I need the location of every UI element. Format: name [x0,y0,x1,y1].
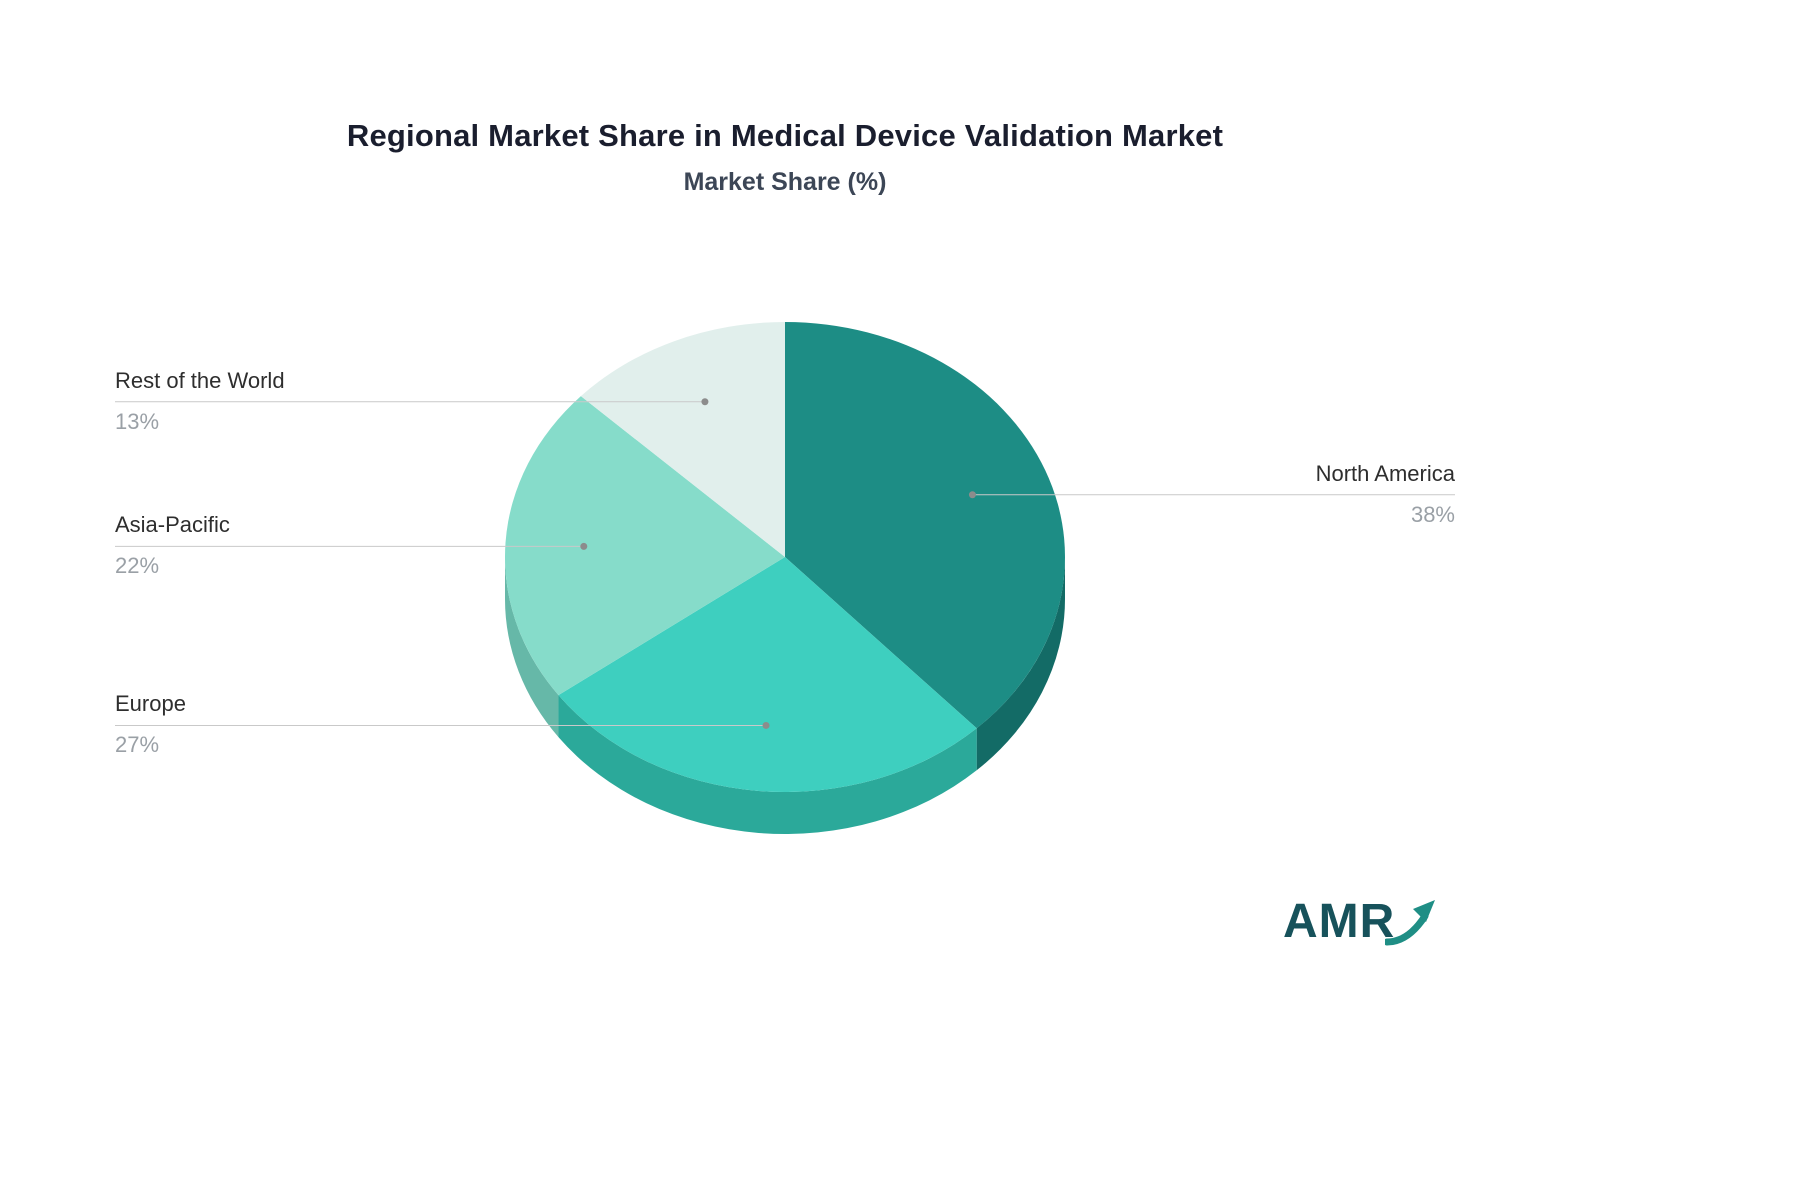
pie-slice-side-2 [505,557,559,738]
slice-value-europe: 27% [115,732,160,758]
pie-slice-3 [580,321,785,557]
callout-dot-2 [580,542,588,550]
callout-dot-1 [762,721,770,729]
pie-slice-1 [558,557,977,792]
slice-label-europe: Europe [115,691,186,717]
slice-value-rest-of-the-world: 13% [115,408,160,434]
callout-europe: Europe 27% [115,690,186,759]
pie-slice-side-0 [976,557,1065,771]
pie-slice-0 [785,322,1065,729]
amr-logo-text: AMR [1283,895,1396,948]
chart-title: Regional Market Share in Medical Device … [346,118,1224,153]
pie-slice-2 [504,396,785,696]
chart-subtitle: Market Share (%) [683,168,887,196]
slice-value-north-america: 38% [1410,501,1455,527]
slice-value-asia-pacific: 22% [115,553,160,579]
callout-dot-0 [968,491,976,499]
amr-logo-arrow-icon [1385,900,1436,946]
amr-logo: AMR [1283,898,1437,946]
callout-asia-pacific: Asia-Pacific 22% [115,511,230,580]
callout-north-america: North America 38% [1316,460,1455,529]
slice-label-north-america: North America [1315,460,1455,486]
callout-rest-of-the-world: Rest of the World 13% [115,367,285,436]
callout-dot-3 [701,398,709,406]
slice-label-rest-of-the-world: Rest of the World [115,367,285,393]
pie-slice-side-1 [558,695,977,834]
slice-label-asia-pacific: Asia-Pacific [115,512,230,538]
